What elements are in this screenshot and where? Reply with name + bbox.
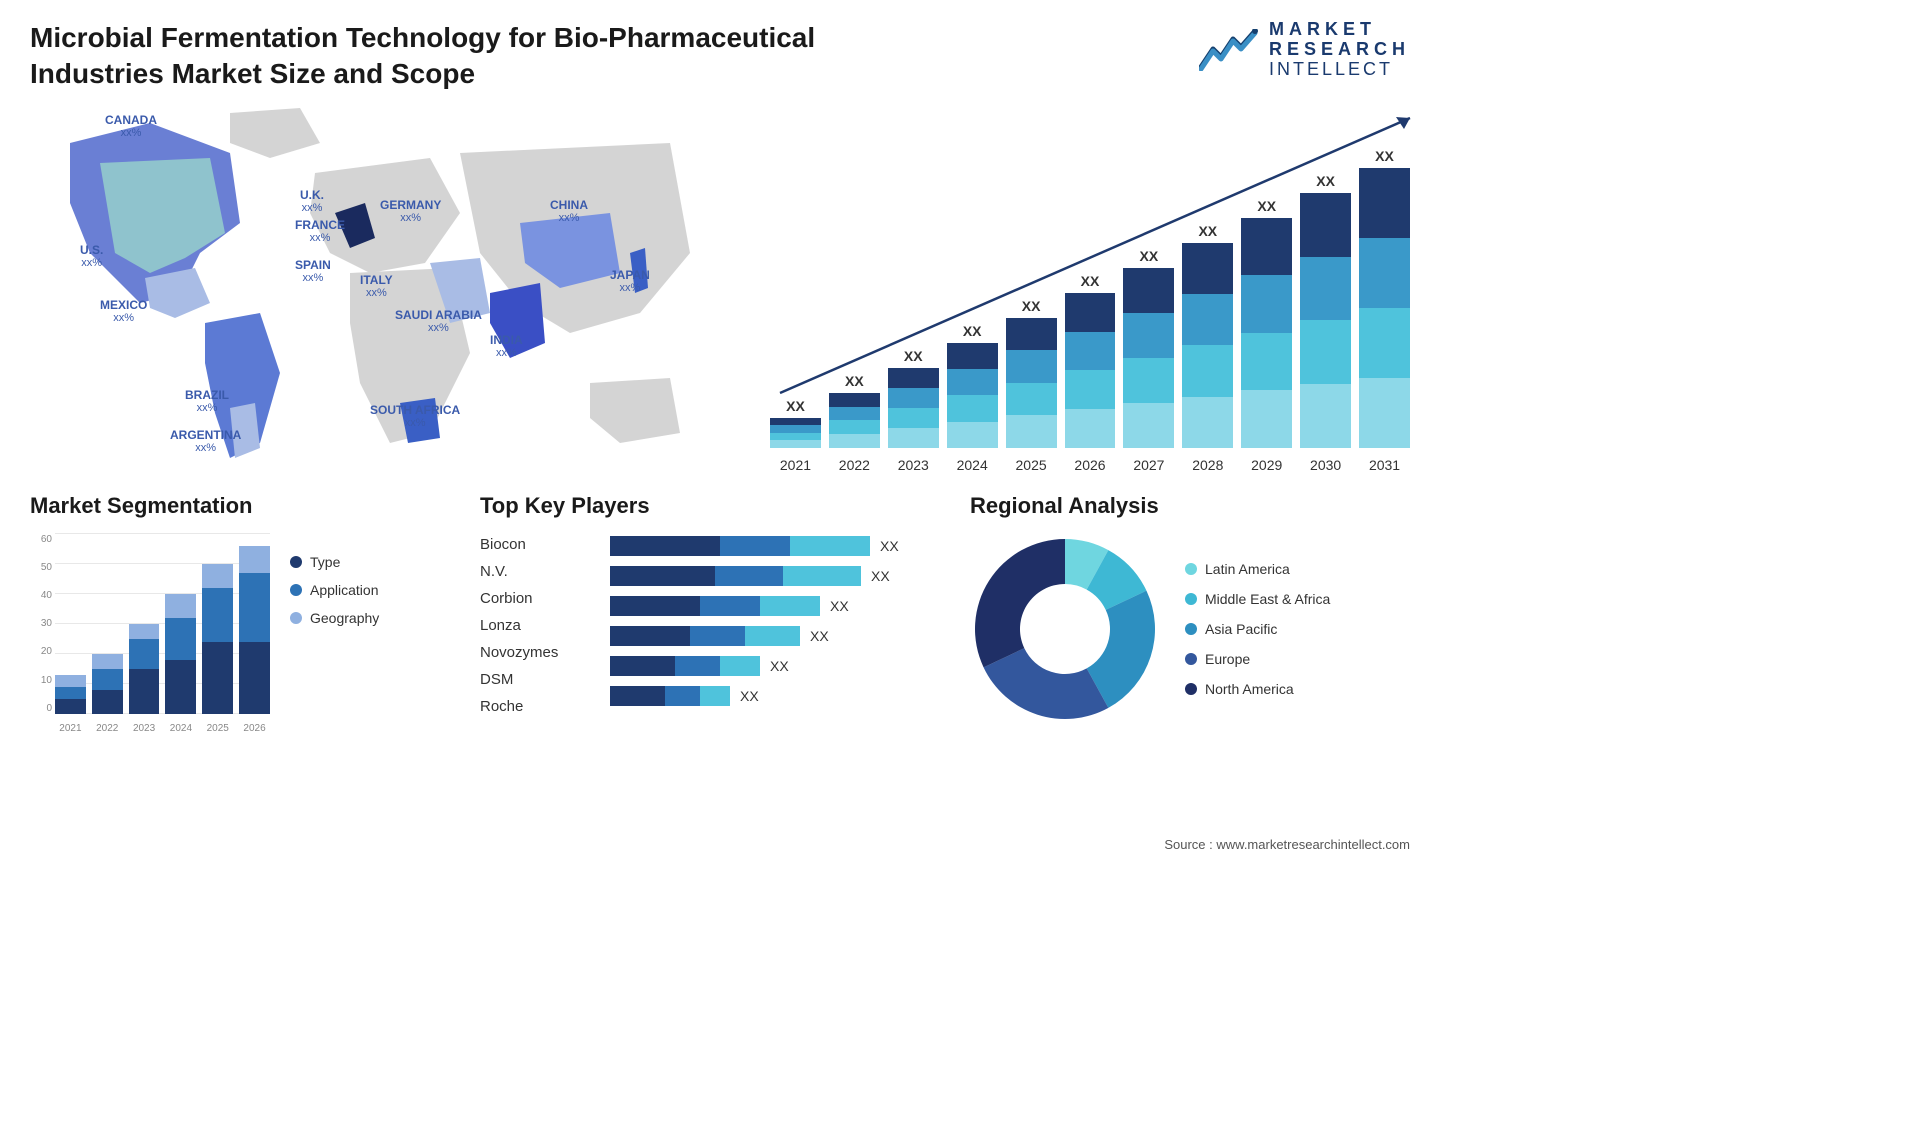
player-name: N.V. — [480, 563, 590, 580]
logo-text-3: INTELLECT — [1269, 60, 1410, 80]
map-label: SAUDI ARABIAxx% — [395, 308, 482, 336]
map-label: CHINAxx% — [550, 198, 588, 226]
player-bar-row: XX — [610, 626, 940, 646]
main-bar: XX — [1123, 248, 1174, 448]
legend-item: Middle East & Africa — [1185, 591, 1330, 607]
seg-bar — [202, 564, 233, 714]
seg-bar — [55, 675, 86, 714]
main-bar: XX — [829, 373, 880, 448]
donut-slice — [975, 539, 1065, 667]
segmentation-legend: Type Application Geography — [290, 534, 379, 734]
map-label: CANADAxx% — [105, 113, 157, 141]
legend-item: Geography — [290, 610, 379, 626]
map-label: INDIAxx% — [490, 333, 523, 361]
logo-text-1: MARKET — [1269, 20, 1410, 40]
legend-item: Type — [290, 554, 379, 570]
player-bar-row: XX — [610, 536, 940, 556]
source-attribution: Source : www.marketresearchintellect.com — [1164, 837, 1410, 852]
world-map: CANADAxx% U.S.xx% MEXICOxx% BRAZILxx% ARGENT… — [30, 103, 710, 473]
main-bar: XX — [1359, 148, 1410, 448]
main-bar: XX — [888, 348, 939, 448]
seg-bar — [92, 654, 123, 714]
player-bar-row: XX — [610, 656, 940, 676]
map-label: U.S.xx% — [80, 243, 103, 271]
regional-legend: Latin America Middle East & Africa Asia Pa… — [1185, 561, 1330, 697]
main-bar: XX — [947, 323, 998, 448]
map-label: U.K.xx% — [300, 188, 324, 216]
map-label: ARGENTINAxx% — [170, 428, 241, 456]
player-name: Biocon — [480, 536, 590, 553]
map-label: SPAINxx% — [295, 258, 331, 286]
keyplayers-list: Biocon N.V. Corbion Lonza Novozymes DSM Roche — [480, 534, 590, 715]
map-label: FRANCExx% — [295, 218, 345, 246]
seg-bar — [129, 624, 160, 714]
legend-item: Latin America — [1185, 561, 1330, 577]
segmentation-title: Market Segmentation — [30, 493, 450, 519]
main-bar: XX — [1006, 298, 1057, 448]
main-growth-chart: XXXXXXXXXXXXXXXXXXXXXX 20212022202320242… — [750, 103, 1410, 473]
brand-logo: MARKET RESEARCH INTELLECT — [1199, 20, 1410, 79]
main-bar: XX — [770, 398, 821, 448]
regional-title: Regional Analysis — [970, 493, 1410, 519]
player-name: Roche — [480, 698, 590, 715]
map-label: JAPANxx% — [610, 268, 650, 296]
player-name: DSM — [480, 671, 590, 688]
player-bar-row: XX — [610, 686, 940, 706]
map-label: GERMANYxx% — [380, 198, 441, 226]
regional-donut — [970, 534, 1160, 724]
player-name: Corbion — [480, 590, 590, 607]
main-bar: XX — [1065, 273, 1116, 448]
keyplayers-title: Top Key Players — [480, 493, 940, 519]
keyplayers-bars: XX XX XX XX XX XX — [610, 534, 940, 715]
player-bar-row: XX — [610, 566, 940, 586]
seg-bar — [165, 594, 196, 714]
map-label: SOUTH AFRICAxx% — [370, 403, 460, 431]
logo-text-2: RESEARCH — [1269, 40, 1410, 60]
map-label: BRAZILxx% — [185, 388, 229, 416]
legend-item: Europe — [1185, 651, 1330, 667]
player-name: Lonza — [480, 617, 590, 634]
map-label: ITALYxx% — [360, 273, 393, 301]
main-bar: XX — [1300, 173, 1351, 448]
main-bar: XX — [1182, 223, 1233, 448]
logo-icon — [1199, 29, 1259, 71]
main-bar: XX — [1241, 198, 1292, 448]
player-bar-row: XX — [610, 596, 940, 616]
legend-item: North America — [1185, 681, 1330, 697]
player-name: Novozymes — [480, 644, 590, 661]
legend-item: Asia Pacific — [1185, 621, 1330, 637]
segmentation-chart: 0102030405060 202120222023202420252026 — [30, 534, 270, 734]
seg-bar — [239, 546, 270, 714]
page-title: Microbial Fermentation Technology for Bi… — [30, 20, 830, 93]
map-label: MEXICOxx% — [100, 298, 147, 326]
legend-item: Application — [290, 582, 379, 598]
donut-slice — [984, 648, 1109, 719]
